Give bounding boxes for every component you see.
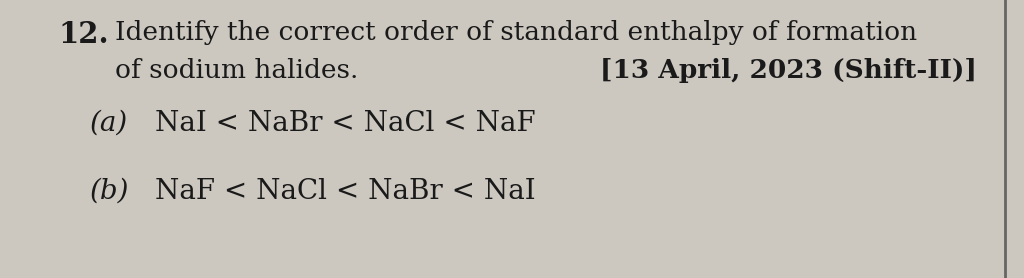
Text: (a): (a) [90, 110, 128, 137]
Text: Identify the correct order of standard enthalpy of formation: Identify the correct order of standard e… [115, 20, 918, 45]
Text: [13 April, 2023 (Shift-II)]: [13 April, 2023 (Shift-II)] [600, 58, 977, 83]
Text: 12.: 12. [58, 20, 109, 49]
Text: of sodium halides.: of sodium halides. [115, 58, 358, 83]
Text: (b): (b) [90, 178, 129, 205]
Text: NaI < NaBr < NaCl < NaF: NaI < NaBr < NaCl < NaF [155, 110, 536, 137]
Text: NaF < NaCl < NaBr < NaI: NaF < NaCl < NaBr < NaI [155, 178, 536, 205]
